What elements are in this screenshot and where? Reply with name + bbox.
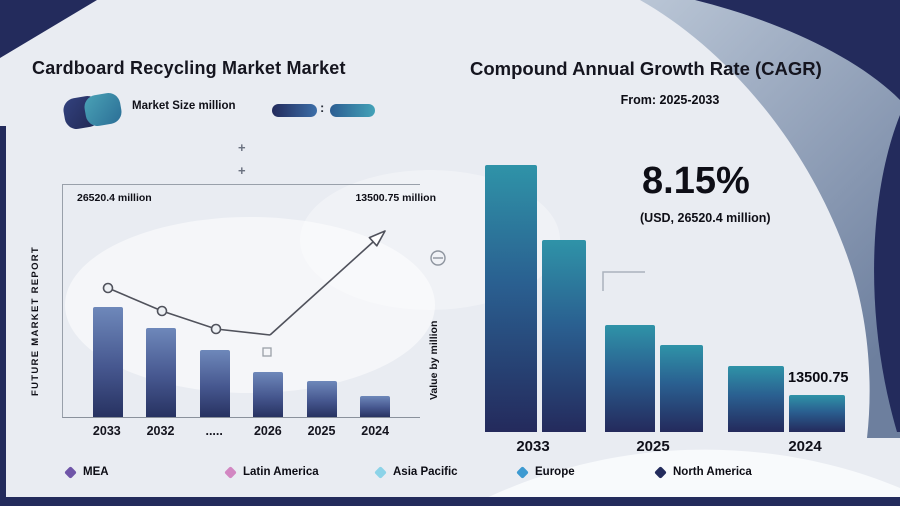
market-bar-column	[295, 381, 349, 417]
trend-marker-icon	[102, 282, 114, 294]
trend-line	[102, 230, 386, 357]
market-bar-.....	[199, 350, 230, 417]
cagr-y-axis-label: Value by million	[428, 320, 440, 400]
market-bar-column	[242, 372, 296, 417]
plus-icon: +	[238, 163, 246, 178]
legend-label: North America	[673, 466, 752, 478]
legend-item-asia-pacific: Asia Pacific	[374, 465, 458, 479]
plus-icon: +	[238, 140, 246, 155]
legend-label: Europe	[535, 466, 575, 478]
cagr-bar-2024-2	[789, 395, 845, 432]
market-x-label-.....: .....	[205, 424, 223, 438]
legend-diamond-icon	[374, 465, 387, 479]
region-legend: MEA Latin America Asia Pacific Europe North …	[0, 464, 900, 486]
market-bar-2025	[306, 381, 337, 417]
market-bar-2033	[92, 307, 123, 417]
cagr-value: 8.15%	[642, 160, 750, 202]
market-x-label-2026: 2026	[253, 424, 282, 438]
square-marker-icon	[262, 347, 272, 357]
cagr-bar-2025-2	[660, 345, 703, 432]
pill-separator: :	[320, 100, 325, 115]
legend-item-north-america: North America	[654, 465, 752, 479]
legend-item-latin-america: Latin America	[224, 465, 319, 479]
cagr-x-label-2024: 2024	[788, 438, 822, 455]
cagr-note: (USD, 26520.4 million)	[640, 211, 771, 225]
market-bar-column	[135, 328, 189, 417]
market-size-chart: 26520.4 million 13500.75 million	[62, 184, 436, 418]
cagr-x-labels: 2033 2025 2024	[0, 438, 900, 460]
cagr-x-label-2025: 2025	[636, 438, 670, 455]
legend-diamond-icon	[64, 465, 77, 479]
market-annotation-end: 13500.75 million	[355, 192, 436, 204]
legend-label: Asia Pacific	[393, 466, 458, 478]
cagr-bar-2024-1	[728, 366, 784, 432]
cagr-annotation-value: 13500.75	[788, 370, 849, 386]
trend-marker-icon	[210, 323, 222, 335]
cagr-bar-2025-1	[605, 325, 655, 432]
cagr-bar-2033-1	[485, 165, 537, 432]
pill-decoration-right	[330, 104, 375, 117]
legend-diamond-icon	[654, 465, 667, 479]
minus-circle-icon	[430, 250, 446, 266]
cagr-x-label-2033: 2033	[516, 438, 550, 455]
market-x-label-2024: 2024	[361, 424, 390, 438]
trend-marker-icon	[156, 305, 168, 317]
pill-decoration-left	[272, 104, 317, 117]
market-x-labels: 2033 2032..... 2026 2025 2024	[62, 424, 420, 438]
legend-item-mea: MEA	[64, 465, 109, 479]
report-side-label: FUTURE MARKET REPORT	[30, 245, 41, 397]
market-bar-2032	[146, 328, 177, 417]
cylinder-front-shape	[82, 91, 124, 128]
market-x-label-2025: 2025	[307, 424, 336, 438]
legend-label: Latin America	[243, 466, 319, 478]
cagr-chart	[470, 148, 870, 432]
market-bar-column	[81, 307, 135, 417]
market-bar-column	[349, 396, 403, 417]
cagr-bar-2033-2	[542, 240, 586, 432]
market-x-label-2032: 2032	[146, 424, 175, 438]
market-bar-2024	[360, 396, 391, 417]
trend-arrow-icon	[368, 230, 386, 247]
market-annotation-start: 26520.4 million	[77, 192, 152, 204]
market-bar-2026	[253, 372, 284, 417]
cagr-title: Compound Annual Growth Rate (CAGR)	[470, 58, 822, 79]
legend-item-europe: Europe	[516, 465, 575, 479]
market-size-legend-label: Market Size million	[132, 100, 236, 112]
market-bars	[63, 185, 420, 417]
market-size-icon	[61, 91, 128, 132]
legend-label: MEA	[83, 466, 109, 478]
market-bar-column	[188, 350, 242, 417]
cagr-subtitle: From: 2025-2033	[620, 93, 720, 107]
legend-diamond-icon	[516, 465, 529, 479]
legend-diamond-icon	[224, 465, 237, 479]
market-title: Cardboard Recycling Market Market	[32, 58, 346, 78]
market-x-label-2033: 2033	[92, 424, 121, 438]
